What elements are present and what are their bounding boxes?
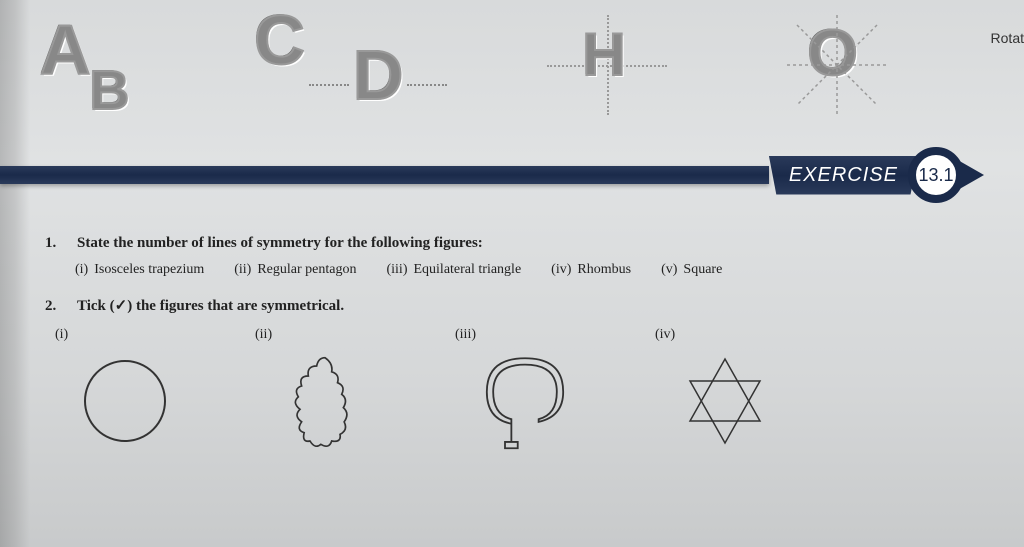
question-1: 1. State the number of lines of symmetry… bbox=[45, 235, 1004, 278]
q1-options: (i) Isosceles trapezium (ii) Regular pen… bbox=[75, 262, 1004, 278]
blob-shape bbox=[275, 351, 375, 451]
q2-figure-i: (i) bbox=[75, 327, 175, 451]
q1-option-iv: (iv) Rhombus bbox=[551, 262, 631, 278]
banner-label: EXERCISE bbox=[769, 156, 918, 195]
q1-option-i: (i) Isosceles trapezium bbox=[75, 262, 204, 278]
exercise-number-badge: 13.1 bbox=[908, 147, 964, 203]
q2-figure-ii: (ii) bbox=[275, 327, 375, 451]
option-label: Isosceles trapezium bbox=[94, 262, 204, 278]
q2-figure-iv: (iv) bbox=[675, 327, 775, 451]
figure-label: (iv) bbox=[655, 327, 675, 343]
q1-option-iii: (iii) Equilateral triangle bbox=[386, 262, 521, 278]
letter-h-block: H bbox=[547, 15, 667, 115]
q1-number: 1. bbox=[45, 235, 67, 252]
star-of-david-shape bbox=[675, 351, 775, 451]
option-num: (ii) bbox=[234, 262, 251, 278]
questions-section: 1. State the number of lines of symmetry… bbox=[45, 235, 1004, 469]
q1-option-ii: (ii) Regular pentagon bbox=[234, 262, 356, 278]
figure-label: (ii) bbox=[255, 327, 272, 343]
option-label: Regular pentagon bbox=[257, 262, 356, 278]
q2-figures: (i) (ii) (iii) (iv) bbox=[75, 327, 1004, 451]
q1-text: State the number of lines of symmetry fo… bbox=[77, 235, 483, 252]
circle-shape bbox=[75, 351, 175, 451]
option-num: (iii) bbox=[386, 262, 407, 278]
letter-o-block: O bbox=[787, 15, 887, 115]
option-label: Equilateral triangle bbox=[413, 262, 521, 278]
letter-c-d-block: C D bbox=[254, 25, 447, 105]
letter-h: H bbox=[582, 20, 625, 89]
banner-line-left bbox=[0, 166, 769, 184]
letter-o-symmetry-lines bbox=[787, 15, 887, 115]
option-num: (v) bbox=[661, 262, 677, 278]
hook-shape bbox=[475, 351, 575, 451]
top-letter-row: A B C D H O bbox=[40, 5, 1024, 125]
letter-c: C bbox=[254, 1, 305, 79]
option-num: (iv) bbox=[551, 262, 571, 278]
question-2: 2. Tick (✓) the figures that are symmetr… bbox=[45, 296, 1004, 451]
q2-number: 2. bbox=[45, 298, 67, 315]
letter-a-block: A B bbox=[40, 25, 134, 105]
symmetry-dotted-line bbox=[407, 84, 447, 86]
exercise-banner: EXERCISE 13.1 bbox=[0, 150, 984, 200]
q2-figure-iii: (iii) bbox=[475, 327, 575, 451]
page-curl-shadow bbox=[0, 0, 30, 547]
option-label: Square bbox=[683, 262, 722, 278]
symmetry-dotted-line bbox=[309, 84, 349, 86]
option-label: Rhombus bbox=[577, 262, 631, 278]
figure-label: (iii) bbox=[455, 327, 476, 343]
figure-label: (i) bbox=[55, 327, 68, 343]
letter-d: D bbox=[353, 36, 404, 114]
rotat-label: Rotat bbox=[991, 30, 1024, 46]
option-num: (i) bbox=[75, 262, 88, 278]
letter-a: A bbox=[40, 11, 91, 89]
letter-b: B bbox=[90, 59, 130, 121]
q2-text: Tick (✓) the figures that are symmetrica… bbox=[77, 296, 344, 315]
q1-option-v: (v) Square bbox=[661, 262, 722, 278]
